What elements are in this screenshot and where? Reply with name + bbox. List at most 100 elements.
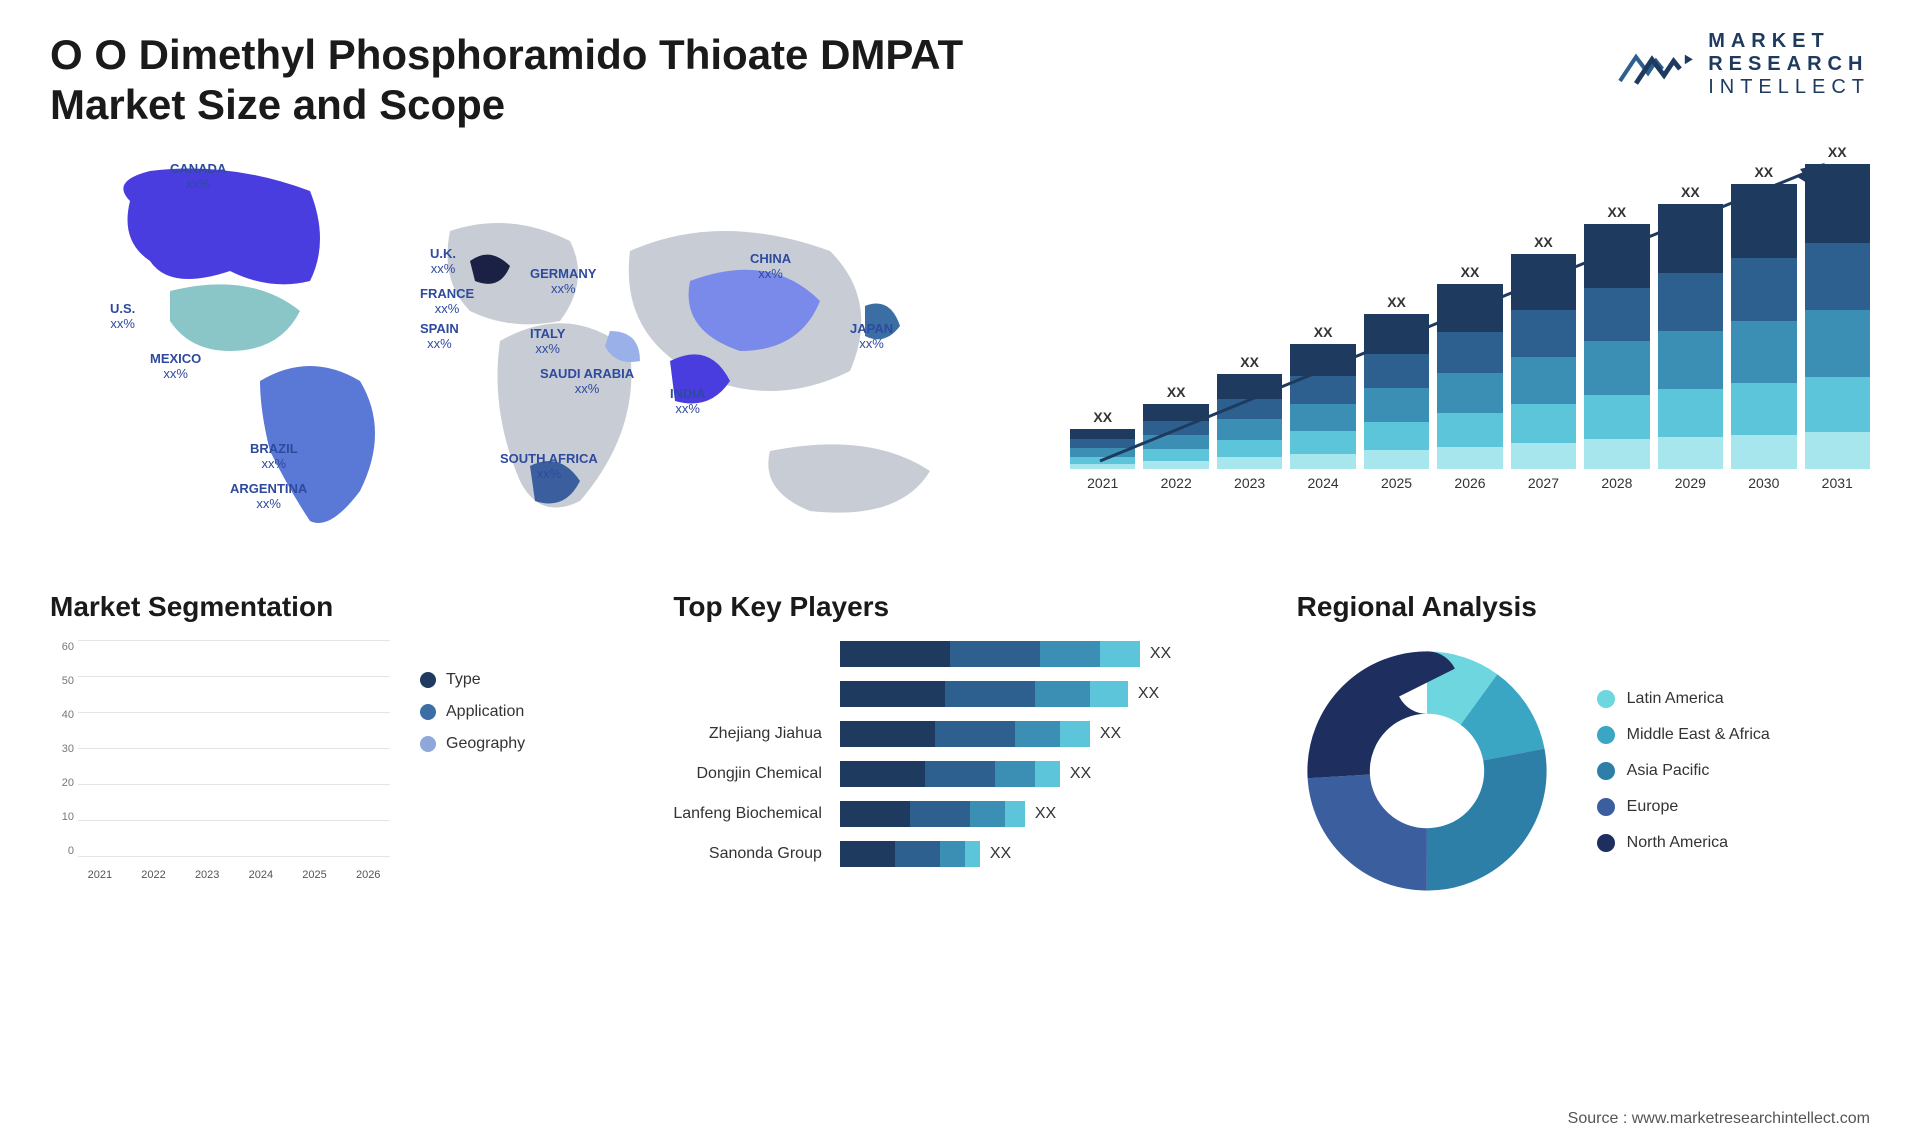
bar-segment: [1805, 432, 1870, 469]
bar-segment: [1731, 184, 1796, 258]
player-row: XX: [840, 641, 1247, 667]
bar-segment: [1511, 404, 1576, 443]
bar-segment: [1364, 450, 1429, 469]
legend-swatch: [1597, 798, 1615, 816]
bar-value-label: XX: [1314, 324, 1333, 340]
legend-swatch: [1597, 834, 1615, 852]
player-bar-segment: [970, 801, 1005, 827]
player-row: XX: [840, 761, 1247, 787]
map-label: SPAINxx%: [420, 321, 459, 352]
world-map: CANADAxx%U.S.xx%MEXICOxx%BRAZILxx%ARGENT…: [50, 151, 1010, 551]
bar-segment: [1731, 258, 1796, 321]
bar-segment: [1290, 404, 1355, 432]
map-label: CANADAxx%: [170, 161, 226, 192]
y-tick-label: 10: [50, 811, 74, 823]
map-label: GERMANYxx%: [530, 266, 596, 297]
segmentation-panel: Market Segmentation 0102030405060 202120…: [50, 591, 623, 901]
bar-year-label: 2031: [1822, 475, 1853, 491]
segmentation-title: Market Segmentation: [50, 591, 623, 623]
legend-item: North America: [1597, 834, 1770, 852]
regional-title: Regional Analysis: [1297, 591, 1870, 623]
bar-segment: [1217, 374, 1282, 399]
segmentation-legend: TypeApplicationGeography: [420, 671, 525, 881]
growth-bar-col: XX2023: [1217, 354, 1282, 491]
logo-line3: INTELLECT: [1708, 76, 1870, 99]
bar-segment: [1437, 413, 1502, 446]
bar-year-label: 2024: [1308, 475, 1339, 491]
bar-year-label: 2022: [1161, 475, 1192, 491]
bar-value-label: XX: [1828, 144, 1847, 160]
legend-item: Europe: [1597, 798, 1770, 816]
bar-segment: [1217, 457, 1282, 468]
map-label: JAPANxx%: [850, 321, 893, 352]
player-bar-segment: [840, 681, 945, 707]
x-tick-label: 2022: [132, 869, 176, 881]
bar-segment: [1805, 310, 1870, 377]
bar-value-label: XX: [1608, 204, 1627, 220]
bar-value-label: XX: [1240, 354, 1259, 370]
x-tick-label: 2024: [239, 869, 283, 881]
growth-bar-col: XX2027: [1511, 234, 1576, 491]
player-bar-segment: [925, 761, 995, 787]
map-label: ARGENTINAxx%: [230, 481, 307, 512]
growth-bar-col: XX2028: [1584, 204, 1649, 491]
bar-segment: [1731, 435, 1796, 469]
x-tick-label: 2021: [78, 869, 122, 881]
player-label: Lanfeng Biochemical: [673, 801, 822, 827]
bar-segment: [1584, 395, 1649, 439]
x-tick-label: 2026: [346, 869, 390, 881]
y-tick-label: 60: [50, 641, 74, 653]
player-value-label: XX: [990, 845, 1011, 863]
player-bar-segment: [995, 761, 1035, 787]
bar-value-label: XX: [1461, 264, 1480, 280]
bar-segment: [1364, 422, 1429, 450]
bar-segment: [1805, 164, 1870, 243]
bar-segment: [1217, 419, 1282, 440]
brand-logo: MARKET RESEARCH INTELLECT: [1616, 30, 1870, 99]
bar-year-label: 2027: [1528, 475, 1559, 491]
bar-segment: [1584, 439, 1649, 468]
bar-segment: [1070, 429, 1135, 439]
bar-segment: [1658, 437, 1723, 469]
player-row: XX: [840, 841, 1247, 867]
map-label: BRAZILxx%: [250, 441, 298, 472]
bar-year-label: 2026: [1454, 475, 1485, 491]
player-bar-segment: [1090, 681, 1128, 707]
player-label: [673, 681, 822, 707]
bar-value-label: XX: [1681, 184, 1700, 200]
player-bar-segment: [840, 801, 910, 827]
bar-segment: [1658, 204, 1723, 273]
y-tick-label: 40: [50, 709, 74, 721]
growth-bar-col: XX 2031: [1805, 144, 1870, 491]
player-value-label: XX: [1150, 645, 1171, 663]
bar-segment: [1364, 314, 1429, 354]
legend-swatch: [420, 704, 436, 720]
map-label: MEXICOxx%: [150, 351, 201, 382]
bar-segment: [1217, 399, 1282, 420]
player-label: [673, 641, 822, 667]
growth-bar-chart: XX2021XX2022XX2023XX2024XX2025XX2026XX20…: [1050, 151, 1870, 551]
legend-label: Middle East & Africa: [1627, 726, 1770, 744]
bar-segment: [1143, 435, 1208, 449]
bar-segment: [1805, 243, 1870, 310]
player-label: Dongjin Chemical: [673, 761, 822, 787]
bar-segment: [1805, 377, 1870, 432]
map-label: U.K.xx%: [430, 246, 456, 277]
x-tick-label: 2025: [293, 869, 337, 881]
regional-legend: Latin AmericaMiddle East & AfricaAsia Pa…: [1597, 690, 1770, 852]
page-title: O O Dimethyl Phosphoramido Thioate DMPAT…: [50, 30, 1100, 131]
bar-segment: [1290, 376, 1355, 404]
logo-icon: [1616, 35, 1696, 95]
legend-item: Latin America: [1597, 690, 1770, 708]
legend-item: Geography: [420, 735, 525, 753]
player-bar-segment: [1060, 721, 1090, 747]
bar-segment: [1290, 454, 1355, 469]
player-bar-segment: [1015, 721, 1060, 747]
bar-year-label: 2025: [1381, 475, 1412, 491]
legend-item: Middle East & Africa: [1597, 726, 1770, 744]
map-label: CHINAxx%: [750, 251, 791, 282]
bar-segment: [1511, 254, 1576, 310]
growth-bar-col: XX2022: [1143, 384, 1208, 491]
bar-segment: [1511, 310, 1576, 357]
bar-segment: [1143, 421, 1208, 435]
